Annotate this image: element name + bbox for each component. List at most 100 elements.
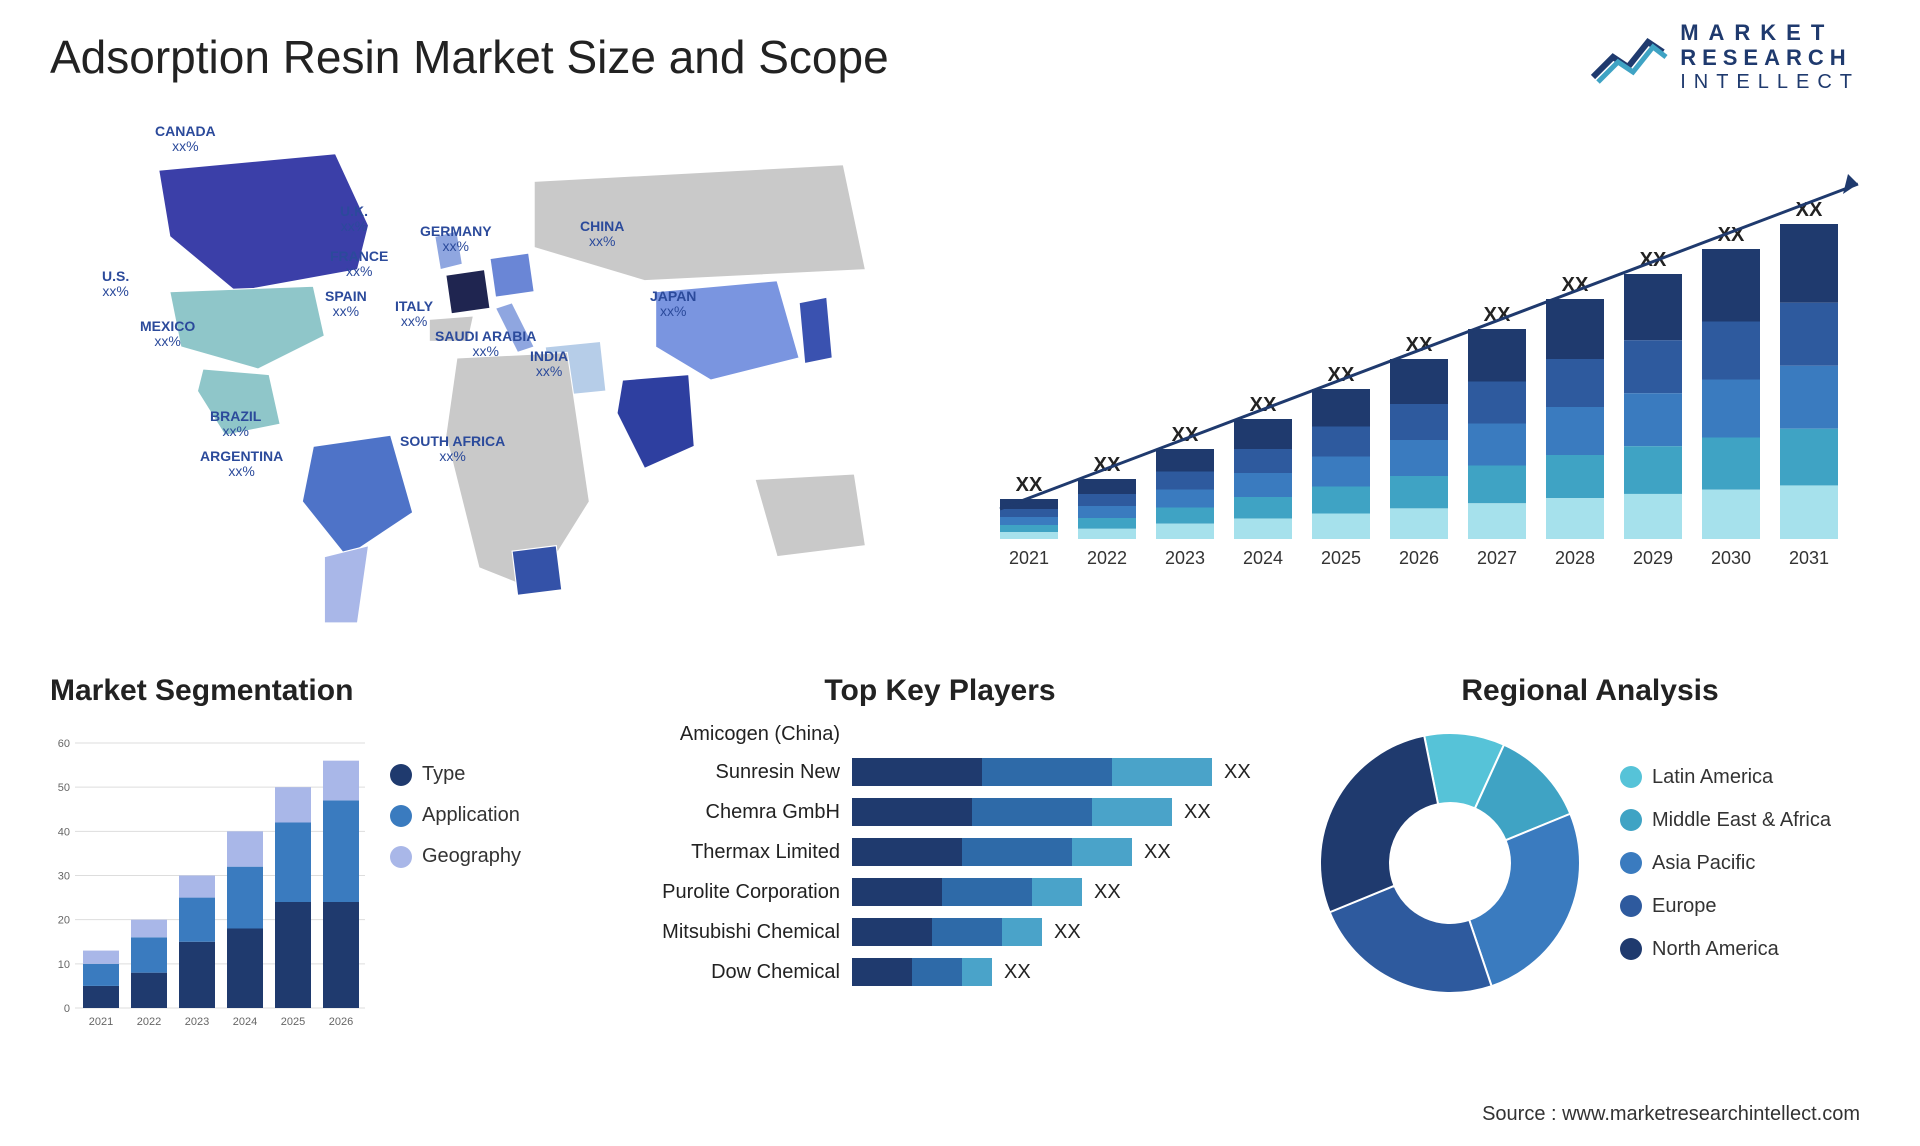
seg-bar-segment — [227, 831, 263, 866]
player-bar-segment — [912, 958, 962, 986]
growth-bar-segment — [1312, 427, 1370, 457]
seg-bar-segment — [83, 964, 119, 986]
map-label-canada: CANADAxx% — [155, 124, 216, 155]
source-attribution: Source : www.marketresearchintellect.com — [1482, 1103, 1860, 1126]
growth-bar-segment — [1780, 429, 1838, 486]
segmentation-chart: 0102030405060202120222023202420252026 — [50, 723, 370, 1043]
growth-bar-segment — [1468, 382, 1526, 424]
map-label-italy: ITALYxx% — [395, 299, 433, 330]
map-label-u-s-: U.S.xx% — [102, 269, 129, 300]
growth-bar-segment — [1078, 479, 1136, 494]
seg-bar-segment — [275, 787, 311, 822]
player-bar — [852, 838, 1132, 866]
growth-bar-segment — [1468, 466, 1526, 504]
seg-ytick: 60 — [58, 738, 70, 750]
growth-bar-segment — [1546, 359, 1604, 407]
country-sa-argentina — [324, 546, 368, 623]
growth-bar-segment — [1234, 419, 1292, 449]
growth-bar-segment — [1000, 525, 1058, 532]
growth-year-tick: 2026 — [1399, 548, 1439, 568]
seg-bar-segment — [323, 761, 359, 801]
legend-label: North America — [1652, 938, 1779, 961]
growth-bar-segment — [1234, 497, 1292, 519]
regional-legend-item: Asia Pacific — [1620, 852, 1831, 875]
legend-swatch — [1620, 938, 1642, 960]
growth-year-tick: 2024 — [1243, 548, 1283, 568]
growth-bar-segment — [1546, 498, 1604, 539]
legend-swatch — [1620, 895, 1642, 917]
seg-xtick: 2023 — [185, 1016, 209, 1028]
growth-year-tick: 2027 — [1477, 548, 1517, 568]
donut-slice — [1320, 736, 1438, 913]
player-value: XX — [1094, 881, 1121, 904]
player-bar-segment — [1002, 918, 1042, 946]
seg-ytick: 50 — [58, 782, 70, 794]
player-row: Purolite CorporationXX — [620, 878, 1260, 906]
regional-title: Regional Analysis — [1310, 674, 1870, 708]
growth-bar-segment — [1546, 299, 1604, 359]
map-label-germany: GERMANYxx% — [420, 224, 492, 255]
growth-bar-segment — [1312, 514, 1370, 540]
player-row: Mitsubishi ChemicalXX — [620, 918, 1260, 946]
growth-bar-segment — [1780, 485, 1838, 539]
growth-bar-segment — [1156, 449, 1214, 472]
growth-bar-segment — [1000, 532, 1058, 539]
growth-bar-segment — [1156, 508, 1214, 524]
growth-bar-segment — [1546, 407, 1604, 455]
map-label-france: FRANCExx% — [330, 249, 388, 280]
regional-legend-item: Latin America — [1620, 766, 1831, 789]
growth-bar-segment — [1702, 438, 1760, 490]
seg-bar-segment — [131, 937, 167, 972]
player-bar-segment — [852, 758, 982, 786]
map-label-south-africa: SOUTH AFRICAxx% — [400, 434, 505, 465]
map-label-india: INDIAxx% — [530, 349, 568, 380]
seg-legend-item: Application — [390, 804, 521, 827]
players-list: Amicogen (China)Sunresin NewXXChemra Gmb… — [620, 723, 1260, 986]
map-label-argentina: ARGENTINAxx% — [200, 449, 283, 480]
player-value: XX — [1054, 921, 1081, 944]
legend-swatch — [390, 846, 412, 868]
logo-icon — [1588, 27, 1668, 87]
growth-bar-segment — [1624, 446, 1682, 494]
growth-year-tick: 2029 — [1633, 548, 1673, 568]
growth-year-tick: 2022 — [1087, 548, 1127, 568]
map-label-japan: JAPANxx% — [650, 289, 696, 320]
players-panel: Top Key Players Amicogen (China)Sunresin… — [620, 674, 1260, 1094]
player-bar — [852, 798, 1172, 826]
growth-chart-panel: XX2021XX2022XX2023XX2024XX2025XX2026XX20… — [970, 104, 1870, 634]
growth-bar-segment — [1000, 509, 1058, 517]
map-label-u-k-: U.K.xx% — [340, 204, 368, 235]
legend-swatch — [1620, 852, 1642, 874]
growth-bar-segment — [1624, 494, 1682, 539]
growth-bar-segment — [1312, 457, 1370, 487]
world-map — [50, 104, 930, 634]
player-bar-segment — [962, 958, 992, 986]
growth-year-tick: 2028 — [1555, 548, 1595, 568]
player-bar-segment — [852, 838, 962, 866]
seg-ytick: 40 — [58, 826, 70, 838]
brand-logo: MARKET RESEARCH INTELLECT — [1588, 20, 1860, 94]
growth-bar-segment — [1702, 490, 1760, 539]
growth-bar-segment — [1078, 494, 1136, 506]
player-row: Amicogen (China) — [620, 723, 1260, 746]
seg-bar-segment — [323, 800, 359, 902]
legend-swatch — [1620, 809, 1642, 831]
player-bar-segment — [852, 918, 932, 946]
player-bar-segment — [972, 798, 1092, 826]
growth-bar-segment — [1390, 404, 1448, 440]
seg-legend-item: Type — [390, 763, 521, 786]
map-label-saudi-arabia: SAUDI ARABIAxx% — [435, 329, 536, 360]
world-map-panel: CANADAxx%U.S.xx%MEXICOxx%BRAZILxx%ARGENT… — [50, 104, 930, 634]
legend-label: Asia Pacific — [1652, 852, 1755, 875]
logo-line1: MARKET — [1680, 20, 1860, 45]
player-bar-segment — [852, 958, 912, 986]
seg-bar-segment — [275, 823, 311, 903]
seg-bar-segment — [131, 973, 167, 1008]
seg-bar-segment — [179, 942, 215, 1008]
player-bar-segment — [982, 758, 1112, 786]
regional-donut — [1310, 723, 1590, 1003]
map-label-mexico: MEXICOxx% — [140, 319, 195, 350]
seg-xtick: 2022 — [137, 1016, 161, 1028]
player-bar-segment — [1032, 878, 1082, 906]
player-name: Thermax Limited — [620, 841, 840, 864]
